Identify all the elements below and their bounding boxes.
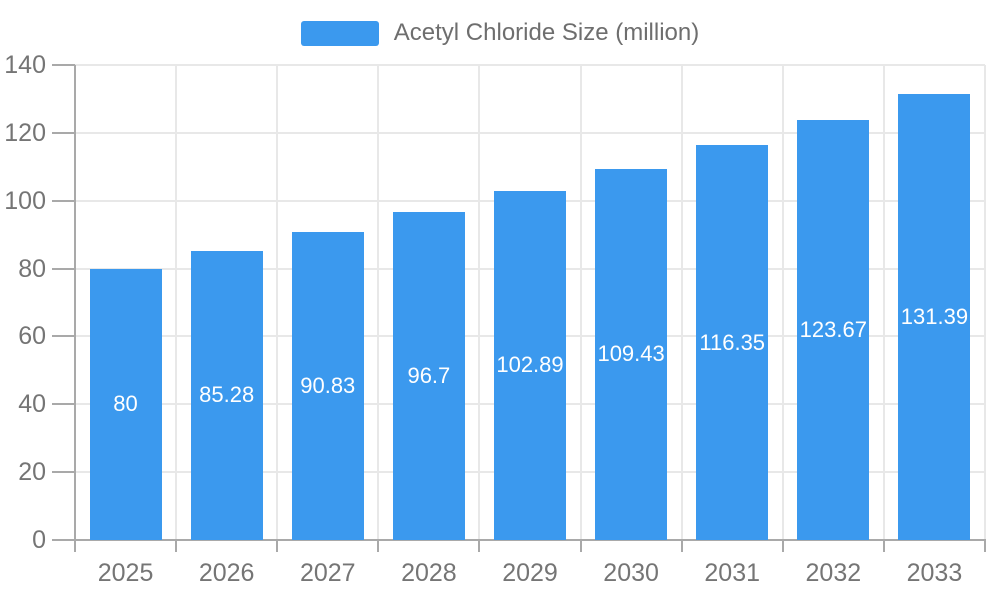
y-tick-label-0: 0 <box>32 526 46 554</box>
x-axis-line <box>74 539 986 541</box>
bar-2026[interactable]: 85.28 <box>190 250 263 540</box>
gridline-vertical <box>579 65 582 540</box>
x-tick-label-2027: 2027 <box>299 559 356 587</box>
x-tick-label-2031: 2031 <box>704 559 761 587</box>
bar-2028[interactable]: 96.7 <box>392 211 465 540</box>
bar-2030[interactable]: 109.43 <box>595 168 668 540</box>
bar-value-label-2032: 123.67 <box>799 317 867 343</box>
y-tick-label-80: 80 <box>18 254 46 283</box>
legend-item-acetyl-chloride-size[interactable]: Acetyl Chloride Size (million) <box>300 19 700 46</box>
bar-value-label-2025: 80 <box>113 391 138 417</box>
gridline-horizontal <box>75 131 985 134</box>
x-axis-tick <box>74 540 76 552</box>
x-axis-tick <box>276 540 279 552</box>
x-tick-label-2033: 2033 <box>906 559 963 587</box>
x-tick-label-2029: 2029 <box>502 559 558 587</box>
bar-value-label-2030: 109.43 <box>597 341 665 367</box>
legend-swatch-icon <box>300 20 379 46</box>
y-tick-label-120: 120 <box>4 118 46 147</box>
bar-value-label-2029: 102.89 <box>496 352 564 378</box>
x-tick-label-2028: 2028 <box>401 559 457 587</box>
gridline-vertical <box>781 65 784 540</box>
y-tick-label-60: 60 <box>18 322 46 351</box>
y-axis-tick <box>52 539 75 541</box>
bar-2033[interactable]: 131.39 <box>898 94 971 540</box>
legend-label: Acetyl Chloride Size (million) <box>393 19 700 46</box>
x-axis-tick <box>882 540 885 552</box>
gridline-vertical <box>984 65 986 540</box>
x-tick-label-2030: 2030 <box>603 559 659 587</box>
bar-value-label-2027: 90.83 <box>300 372 356 398</box>
x-axis-tick <box>579 540 582 552</box>
bar-2029[interactable]: 102.89 <box>494 190 566 540</box>
y-tick-label-140: 140 <box>4 51 46 79</box>
bar-value-label-2033: 131.39 <box>900 304 969 330</box>
y-axis-tick <box>52 403 75 406</box>
bar-2031[interactable]: 116.35 <box>696 145 769 540</box>
x-axis-tick <box>680 540 683 552</box>
gridline-vertical <box>276 65 279 540</box>
gridline-vertical <box>680 65 683 540</box>
y-axis-tick <box>52 471 75 474</box>
legend: Acetyl Chloride Size (million) <box>0 20 1000 46</box>
x-tick-label-2026: 2026 <box>198 559 255 587</box>
x-tick-label-2025: 2025 <box>97 559 154 587</box>
x-axis-tick <box>478 540 481 552</box>
bar-2025[interactable]: 80 <box>89 268 162 540</box>
gridline-vertical <box>882 65 885 540</box>
y-axis-tick <box>52 335 75 338</box>
gridline-horizontal <box>75 64 985 66</box>
x-axis-tick <box>781 540 784 552</box>
bar-value-label-2026: 85.28 <box>199 382 255 408</box>
y-axis-tick <box>52 199 75 202</box>
bar-2027[interactable]: 90.83 <box>291 231 364 540</box>
y-tick-label-40: 40 <box>18 390 46 419</box>
y-tick-label-100: 100 <box>4 186 46 215</box>
x-tick-label-2032: 2032 <box>805 559 862 587</box>
x-axis-tick <box>377 540 380 552</box>
bar-value-label-2028: 96.7 <box>407 362 451 388</box>
y-axis-line <box>74 65 76 540</box>
y-axis-tick <box>52 64 75 66</box>
bar-value-label-2031: 116.35 <box>699 329 766 355</box>
bar-2032[interactable]: 123.67 <box>797 120 870 540</box>
y-axis-tick <box>52 267 75 270</box>
x-axis-tick <box>175 540 178 552</box>
gridline-vertical <box>478 65 481 540</box>
y-tick-label-20: 20 <box>18 458 46 487</box>
x-axis-tick <box>984 540 986 552</box>
gridline-vertical <box>175 65 178 540</box>
y-axis-tick <box>52 131 75 134</box>
gridline-vertical <box>377 65 380 540</box>
